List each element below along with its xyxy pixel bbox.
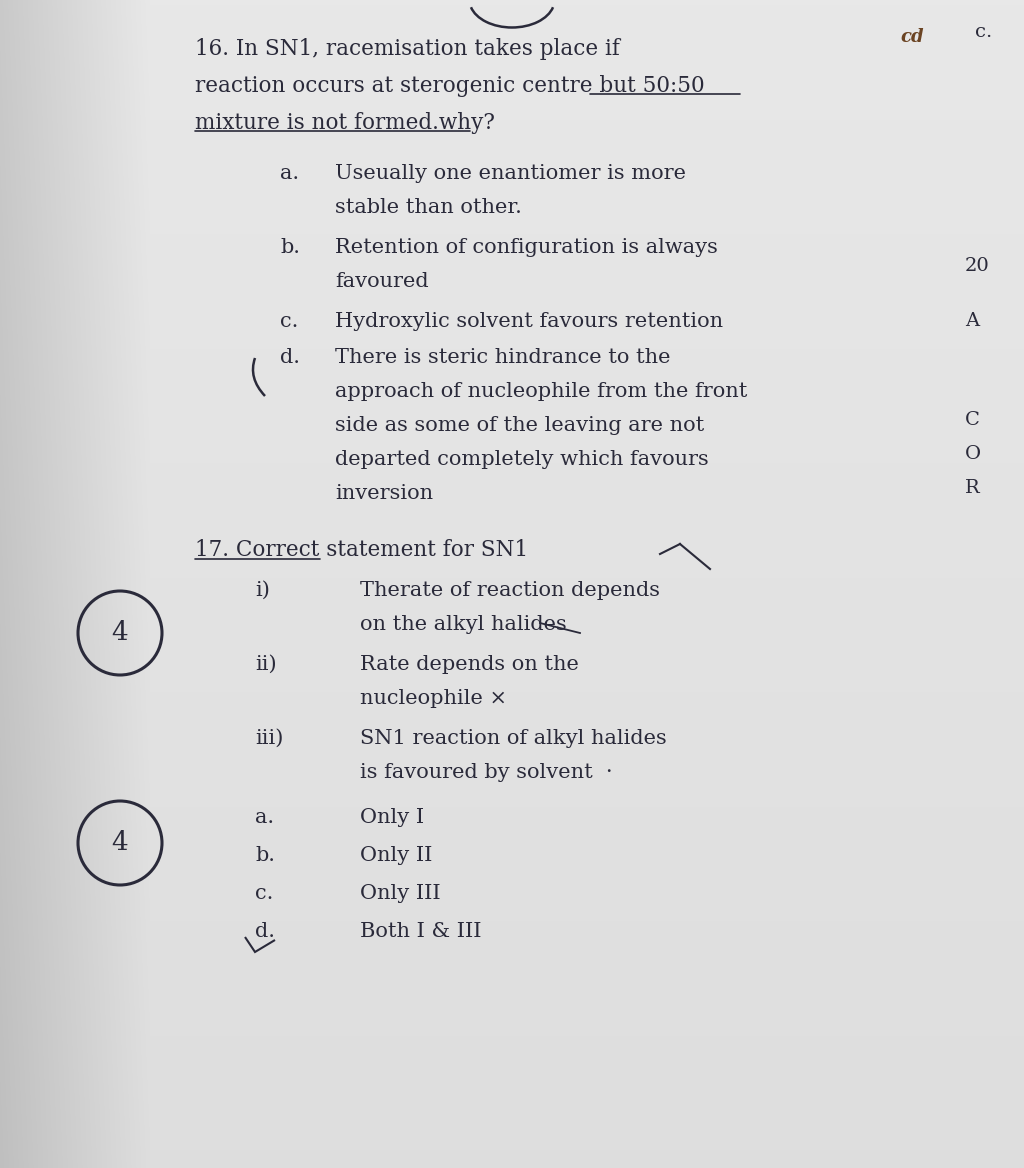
- Text: favoured: favoured: [335, 272, 429, 291]
- Text: reaction occurs at sterogenic centre but 50:50: reaction occurs at sterogenic centre but…: [195, 75, 705, 97]
- Text: 20: 20: [965, 257, 990, 274]
- Text: R: R: [965, 479, 980, 498]
- Text: nucleophile ×: nucleophile ×: [360, 689, 507, 708]
- Text: on the alkyl halides: on the alkyl halides: [360, 616, 566, 634]
- Text: 16. In SN1, racemisation takes place if: 16. In SN1, racemisation takes place if: [195, 39, 620, 60]
- Text: c.: c.: [280, 312, 298, 331]
- Text: stable than other.: stable than other.: [335, 199, 522, 217]
- Text: cd: cd: [900, 28, 924, 46]
- Text: iii): iii): [255, 729, 284, 748]
- Text: Retention of configuration is always: Retention of configuration is always: [335, 238, 718, 257]
- Text: a.: a.: [255, 808, 274, 827]
- Text: Only III: Only III: [360, 884, 440, 903]
- Text: d.: d.: [280, 348, 300, 367]
- Text: ii): ii): [255, 655, 276, 674]
- Text: Both I & III: Both I & III: [360, 922, 481, 941]
- Text: d.: d.: [255, 922, 275, 941]
- Text: Useually one enantiomer is more: Useually one enantiomer is more: [335, 164, 686, 183]
- Text: a.: a.: [280, 164, 299, 183]
- Text: C: C: [965, 411, 980, 429]
- Text: Only I: Only I: [360, 808, 424, 827]
- Text: Only II: Only II: [360, 846, 432, 865]
- Text: Rate depends on the: Rate depends on the: [360, 655, 579, 674]
- Text: Hydroxylic solvent favours retention: Hydroxylic solvent favours retention: [335, 312, 723, 331]
- Text: 17. Correct statement for SN1: 17. Correct statement for SN1: [195, 538, 528, 561]
- Text: Therate of reaction depends: Therate of reaction depends: [360, 580, 660, 600]
- Text: There is steric hindrance to the: There is steric hindrance to the: [335, 348, 671, 367]
- Text: 4: 4: [112, 830, 128, 855]
- Text: is favoured by solvent  ·: is favoured by solvent ·: [360, 763, 612, 783]
- Text: i): i): [255, 580, 270, 600]
- Text: departed completely which favours: departed completely which favours: [335, 450, 709, 470]
- Text: mixture is not formed.why?: mixture is not formed.why?: [195, 112, 495, 134]
- Text: 4: 4: [112, 620, 128, 646]
- Text: b.: b.: [280, 238, 300, 257]
- Text: c.: c.: [255, 884, 273, 903]
- Text: inversion: inversion: [335, 484, 433, 503]
- Text: SN1 reaction of alkyl halides: SN1 reaction of alkyl halides: [360, 729, 667, 748]
- Text: O: O: [965, 445, 981, 463]
- Text: c.: c.: [975, 23, 992, 41]
- Text: b.: b.: [255, 846, 275, 865]
- Text: approach of nucleophile from the front: approach of nucleophile from the front: [335, 382, 748, 401]
- Text: side as some of the leaving are not: side as some of the leaving are not: [335, 416, 705, 434]
- Text: A: A: [965, 312, 979, 331]
